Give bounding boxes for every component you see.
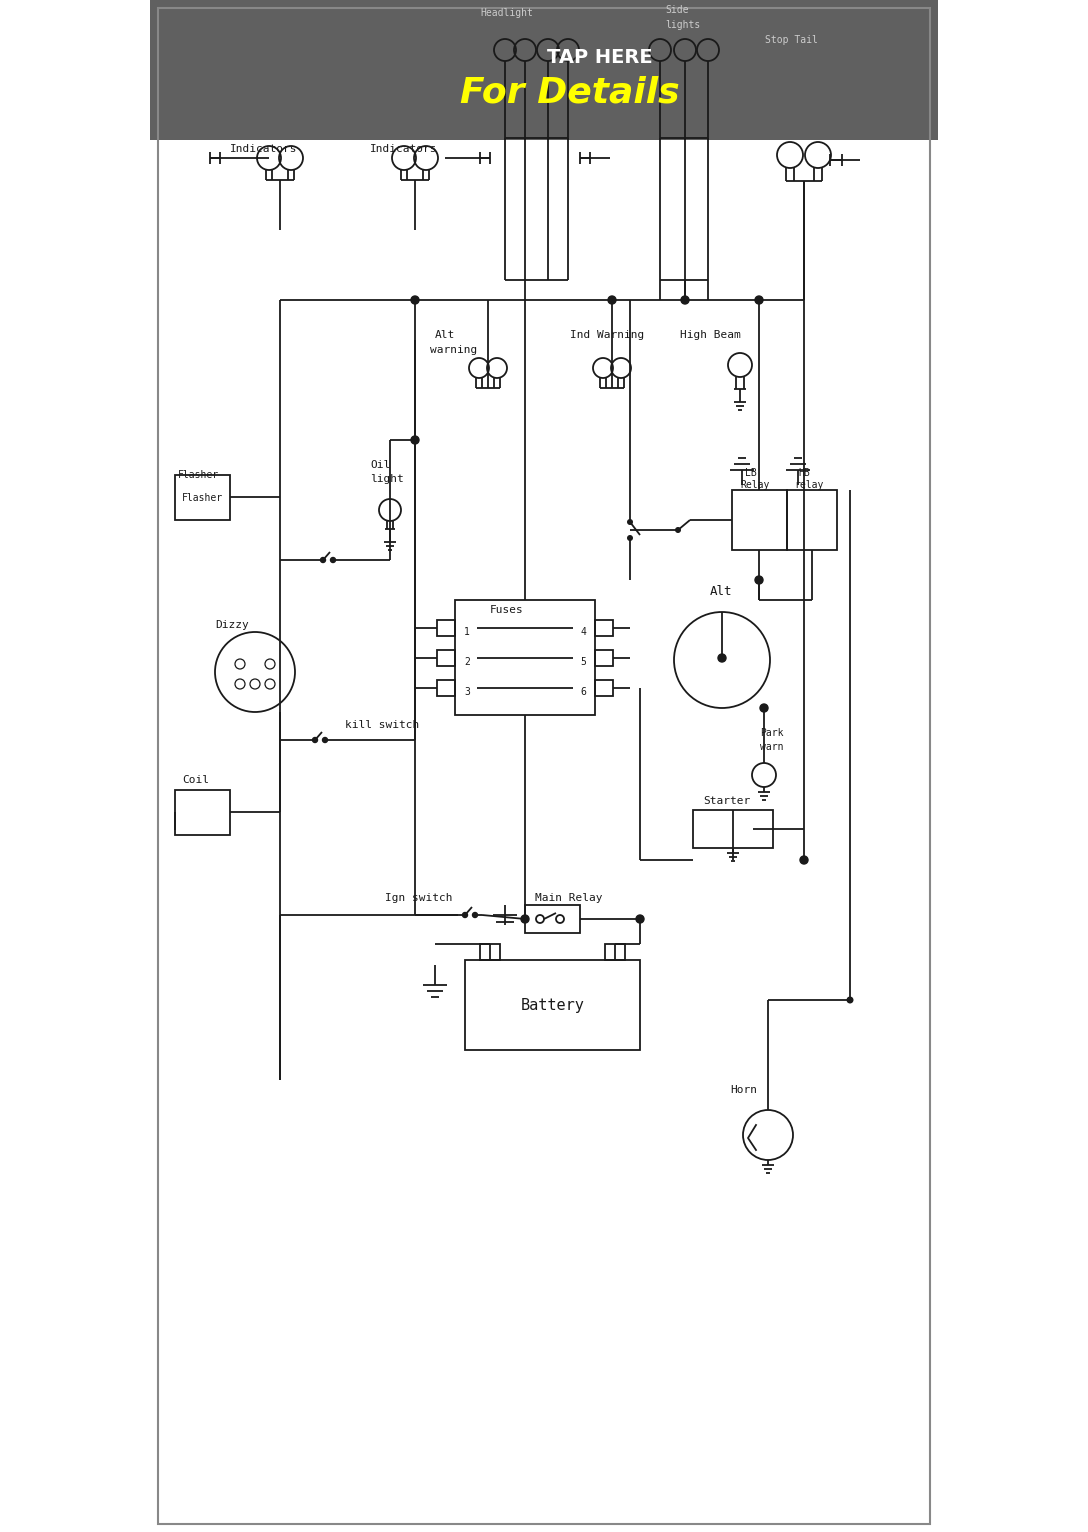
Text: Starter: Starter xyxy=(703,797,751,806)
Text: Relay: Relay xyxy=(740,480,769,490)
Text: Main Relay: Main Relay xyxy=(535,893,603,902)
Bar xyxy=(605,944,625,961)
Circle shape xyxy=(331,558,335,562)
Circle shape xyxy=(846,996,853,1003)
Text: Indicators: Indicators xyxy=(370,144,437,155)
Circle shape xyxy=(761,705,768,712)
Text: Flasher: Flasher xyxy=(182,492,223,502)
Text: 5: 5 xyxy=(580,657,586,666)
Text: Park: Park xyxy=(761,728,783,738)
Bar xyxy=(437,620,455,636)
Text: kill switch: kill switch xyxy=(345,720,419,731)
Bar xyxy=(595,680,613,696)
Circle shape xyxy=(636,915,644,922)
Text: TAP HERE: TAP HERE xyxy=(547,47,653,67)
Bar xyxy=(150,0,938,139)
Circle shape xyxy=(800,856,808,864)
Bar xyxy=(787,490,837,550)
Circle shape xyxy=(681,296,689,303)
Bar xyxy=(732,490,787,550)
Circle shape xyxy=(755,576,763,584)
Circle shape xyxy=(322,737,327,743)
Text: HB: HB xyxy=(798,467,809,478)
Circle shape xyxy=(608,296,616,303)
Circle shape xyxy=(521,915,529,922)
Text: 1: 1 xyxy=(465,627,470,637)
Text: Headlight: Headlight xyxy=(480,8,533,18)
Text: Alt: Alt xyxy=(435,329,455,340)
Text: Stop Tail: Stop Tail xyxy=(765,35,818,44)
Bar xyxy=(693,810,772,849)
Circle shape xyxy=(675,527,681,533)
Circle shape xyxy=(411,437,419,444)
Circle shape xyxy=(462,913,468,918)
Text: 2: 2 xyxy=(465,657,470,666)
Text: warn: warn xyxy=(761,741,783,752)
Text: High Beam: High Beam xyxy=(680,329,741,340)
Text: warning: warning xyxy=(430,345,478,355)
Bar xyxy=(175,791,230,835)
Text: lights: lights xyxy=(665,20,701,31)
Text: LB: LB xyxy=(745,467,757,478)
Text: For Details: For Details xyxy=(460,75,680,109)
Text: Coil: Coil xyxy=(182,775,209,784)
Circle shape xyxy=(472,913,478,918)
Bar xyxy=(465,961,640,1049)
Circle shape xyxy=(312,737,318,743)
Bar xyxy=(437,680,455,696)
Text: light: light xyxy=(370,473,404,484)
Text: Oil: Oil xyxy=(370,460,391,470)
Bar xyxy=(595,650,613,666)
Text: Ind Warning: Ind Warning xyxy=(570,329,644,340)
Text: 6: 6 xyxy=(580,686,586,697)
Circle shape xyxy=(627,519,633,525)
Text: Indicators: Indicators xyxy=(230,144,297,155)
Bar xyxy=(480,944,500,961)
Text: Side: Side xyxy=(665,5,689,15)
Bar xyxy=(175,475,230,519)
Text: 4: 4 xyxy=(580,627,586,637)
Bar xyxy=(595,620,613,636)
Text: Horn: Horn xyxy=(730,1085,757,1095)
Text: Fuses: Fuses xyxy=(490,605,523,614)
Bar xyxy=(437,650,455,666)
Text: Ign switch: Ign switch xyxy=(385,893,453,902)
Text: Flasher: Flasher xyxy=(178,470,219,480)
Text: 3: 3 xyxy=(465,686,470,697)
Bar xyxy=(526,905,580,933)
Circle shape xyxy=(718,654,726,662)
Bar xyxy=(455,601,595,715)
Circle shape xyxy=(755,296,763,303)
Circle shape xyxy=(627,535,633,541)
Text: Alt: Alt xyxy=(710,585,732,597)
Text: relay: relay xyxy=(794,480,824,490)
Text: Dizzy: Dizzy xyxy=(215,620,249,630)
Text: Battery: Battery xyxy=(520,997,584,1013)
Circle shape xyxy=(411,296,419,303)
Circle shape xyxy=(321,558,325,562)
